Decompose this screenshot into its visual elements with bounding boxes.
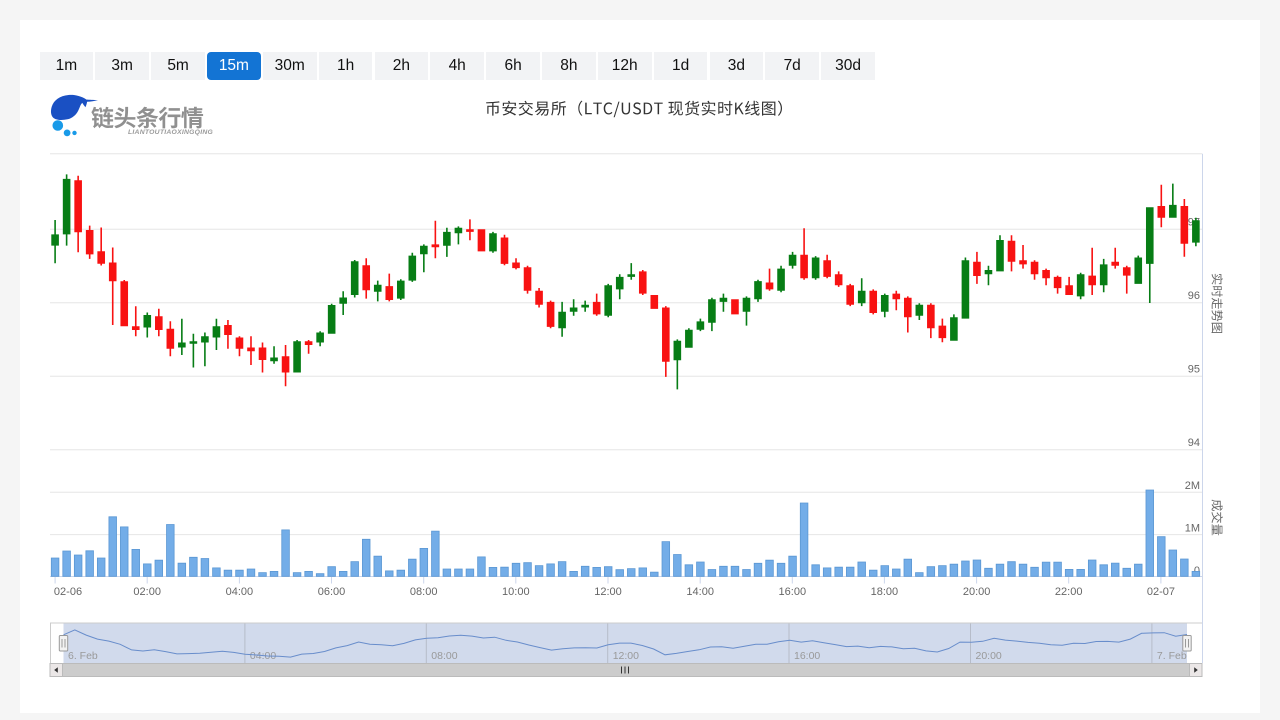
svg-text:20:00: 20:00 [976,650,1002,662]
svg-text:20:00: 20:00 [963,586,991,598]
svg-text:02-07: 02-07 [1147,586,1175,598]
svg-text:6. Feb: 6. Feb [68,650,98,662]
svg-text:7. Feb: 7. Feb [1157,650,1187,662]
svg-text:10:00: 10:00 [502,586,530,598]
svg-text:96: 96 [1188,290,1200,302]
svg-text:2M: 2M [1185,480,1200,492]
svg-text:18:00: 18:00 [871,586,899,598]
svg-text:95: 95 [1188,364,1200,376]
svg-text:08:00: 08:00 [431,650,457,662]
svg-text:06:00: 06:00 [318,586,346,598]
svg-text:12:00: 12:00 [594,586,622,598]
svg-text:94: 94 [1188,437,1200,449]
svg-text:02:00: 02:00 [133,586,161,598]
svg-text:04:00: 04:00 [226,586,254,598]
svg-text:0: 0 [1194,565,1200,577]
svg-text:22:00: 22:00 [1055,586,1083,598]
svg-text:16:00: 16:00 [779,586,807,598]
svg-text:12:00: 12:00 [613,650,639,662]
svg-text:1M: 1M [1185,522,1200,534]
svg-text:02-06: 02-06 [54,586,82,598]
svg-text:14:00: 14:00 [686,586,714,598]
svg-text:08:00: 08:00 [410,586,438,598]
svg-text:16:00: 16:00 [794,650,820,662]
